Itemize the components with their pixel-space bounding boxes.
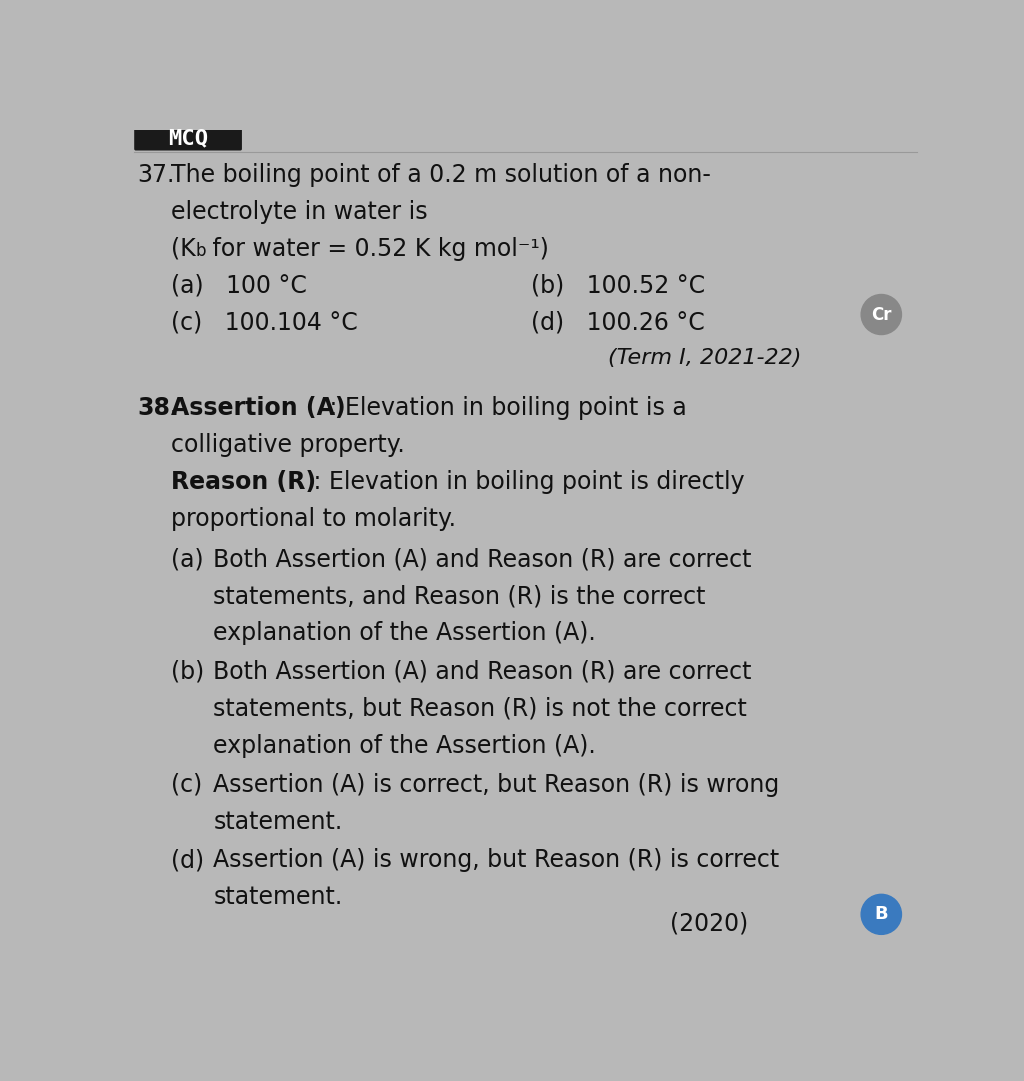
Text: 38.: 38. xyxy=(137,396,179,419)
Text: (Term I, 2021-22): (Term I, 2021-22) xyxy=(608,348,802,368)
Text: statement.: statement. xyxy=(213,885,342,909)
Text: statements, and Reason (R) is the correct: statements, and Reason (R) is the correc… xyxy=(213,584,706,609)
Text: Both Assertion (A) and Reason (R) are correct: Both Assertion (A) and Reason (R) are co… xyxy=(213,659,752,684)
FancyBboxPatch shape xyxy=(134,125,242,150)
Text: (d)   100.26 °C: (d) 100.26 °C xyxy=(531,310,705,335)
Text: (c)   100.104 °C: (c) 100.104 °C xyxy=(171,310,357,335)
Text: statement.: statement. xyxy=(213,810,342,833)
Text: 37.: 37. xyxy=(137,163,175,187)
Text: MCQ: MCQ xyxy=(168,129,208,148)
Text: Assertion (A) is wrong, but Reason (R) is correct: Assertion (A) is wrong, but Reason (R) i… xyxy=(213,849,779,872)
Text: Cr: Cr xyxy=(871,306,892,323)
Text: proportional to molarity.: proportional to molarity. xyxy=(171,507,456,531)
Text: (2020): (2020) xyxy=(671,911,749,935)
Text: (K: (K xyxy=(171,237,196,261)
Text: Assertion (A): Assertion (A) xyxy=(171,396,345,419)
Text: The boiling point of a 0.2 m solution of a non-: The boiling point of a 0.2 m solution of… xyxy=(171,163,711,187)
Text: for water = 0.52 K kg mol⁻¹): for water = 0.52 K kg mol⁻¹) xyxy=(205,237,549,261)
Text: : Elevation in boiling point is a: : Elevation in boiling point is a xyxy=(322,396,686,419)
Text: colligative property.: colligative property. xyxy=(171,432,404,456)
Text: statements, but Reason (R) is not the correct: statements, but Reason (R) is not the co… xyxy=(213,697,748,721)
Text: electrolyte in water is: electrolyte in water is xyxy=(171,200,427,224)
Text: Assertion (A) is correct, but Reason (R) is wrong: Assertion (A) is correct, but Reason (R)… xyxy=(213,773,779,797)
Text: Both Assertion (A) and Reason (R) are correct: Both Assertion (A) and Reason (R) are co… xyxy=(213,547,752,571)
Text: : Elevation in boiling point is directly: : Elevation in boiling point is directly xyxy=(306,469,744,494)
Text: (a)   100 °C: (a) 100 °C xyxy=(171,273,306,297)
Circle shape xyxy=(861,294,901,334)
Text: b: b xyxy=(196,242,206,261)
Text: (b)   100.52 °C: (b) 100.52 °C xyxy=(531,273,706,297)
Text: (a): (a) xyxy=(171,547,203,571)
Text: (c): (c) xyxy=(171,773,202,797)
Text: B: B xyxy=(874,906,888,923)
Text: (b): (b) xyxy=(171,659,204,684)
Text: Reason (R): Reason (R) xyxy=(171,469,315,494)
Text: explanation of the Assertion (A).: explanation of the Assertion (A). xyxy=(213,734,596,758)
Circle shape xyxy=(861,894,901,934)
Text: explanation of the Assertion (A).: explanation of the Assertion (A). xyxy=(213,622,596,645)
Text: (d): (d) xyxy=(171,849,204,872)
